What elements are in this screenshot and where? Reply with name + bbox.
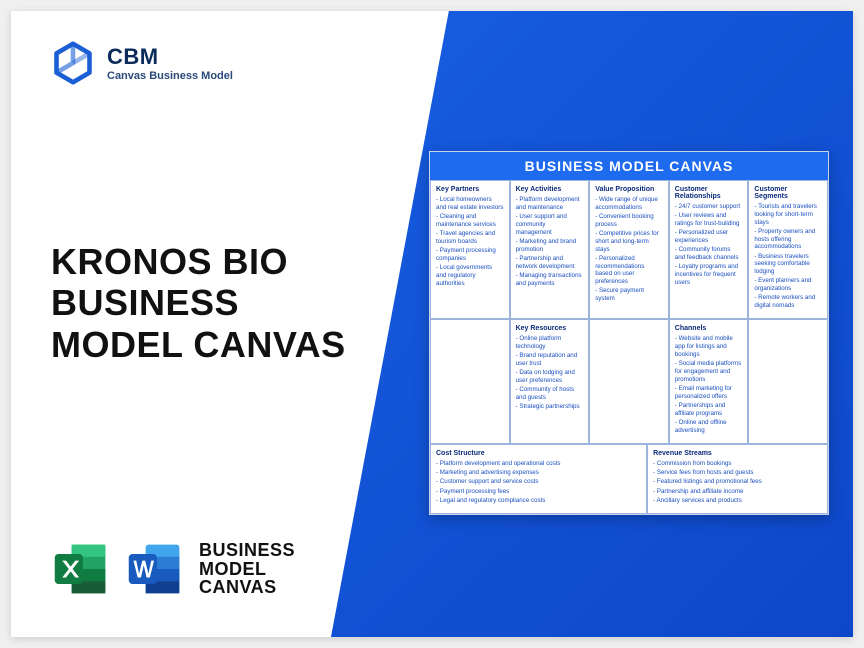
list-item: Partnership and network development	[516, 255, 584, 271]
list-item: Property owners and hosts offering accom…	[754, 228, 822, 251]
list-item: User support and community management	[516, 213, 584, 236]
list-item: Payment processing fees	[436, 488, 641, 496]
cell-list: Platform development and maintenanceUser…	[516, 196, 584, 287]
canvas-preview: BUSINESS MODEL CANVAS Key Partners Local …	[429, 151, 829, 515]
empty-cell	[430, 319, 510, 444]
cell-title: Cost Structure	[436, 450, 641, 457]
list-item: Strategic partnerships	[516, 403, 584, 411]
list-item: Partnership and affiliate income	[653, 488, 822, 496]
cell-list: Commission from bookingsService fees fro…	[653, 460, 822, 505]
list-item: 24/7 customer support	[675, 203, 743, 211]
cell-title: Revenue Streams	[653, 450, 822, 457]
list-item: Marketing and brand promotion	[516, 238, 584, 254]
list-item: Convenient booking process	[595, 213, 663, 229]
list-item: Partnerships and affiliate programs	[675, 402, 743, 418]
cell-list: Local homeowners and real estate investo…	[436, 196, 504, 287]
list-item: Loyalty programs and incentives for freq…	[675, 263, 743, 286]
cell-title: Customer Segments	[754, 186, 822, 200]
list-item: Email marketing for personalized offers	[675, 385, 743, 401]
list-item: Secure payment system	[595, 287, 663, 303]
excel-icon	[51, 539, 111, 599]
card: CBM Canvas Business Model KRONOS BIO BUS…	[11, 11, 853, 637]
list-item: Community forums and feedback channels	[675, 246, 743, 262]
cell-cost-structure: Cost Structure Platform development and …	[430, 444, 647, 514]
list-item: Commission from bookings	[653, 460, 822, 468]
cell-title: Key Resources	[516, 325, 584, 332]
cell-key-resources: Key Resources Online platform technology…	[510, 319, 590, 444]
list-item: Website and mobile app for listings and …	[675, 335, 743, 358]
cell-title: Key Partners	[436, 186, 504, 193]
list-item: Brand reputation and user trust	[516, 352, 584, 368]
cell-list: Platform development and operational cos…	[436, 460, 641, 505]
cell-customer-relationships: Customer Relationships 24/7 customer supp…	[669, 180, 749, 319]
list-item: Wide range of unique accommodations	[595, 196, 663, 212]
list-item: Managing transactions and payments	[516, 272, 584, 288]
bottom-label: BUSINESS MODEL CANVAS	[199, 541, 295, 598]
cell-key-partners: Key Partners Local homeowners and real es…	[430, 180, 510, 319]
list-item: Payment processing companies	[436, 247, 504, 263]
list-item: Ancillary services and products	[653, 497, 822, 505]
list-item: Social media platforms for engagement an…	[675, 360, 743, 383]
list-item: Online platform technology	[516, 335, 584, 351]
list-item: Community of hosts and guests	[516, 386, 584, 402]
cell-title: Key Activities	[516, 186, 584, 193]
canvas-mid-row: Key Resources Online platform technology…	[430, 319, 828, 444]
list-item: Customer support and service costs	[436, 478, 641, 486]
cell-title: Channels	[675, 325, 743, 332]
list-item: Local governments and regulatory authori…	[436, 264, 504, 287]
empty-cell	[748, 319, 828, 444]
brand-abbr: CBM	[107, 44, 233, 70]
cell-customer-segments: Customer Segments Tourists and travelers …	[748, 180, 828, 319]
canvas-banner: BUSINESS MODEL CANVAS	[430, 152, 828, 180]
list-item: Cleaning and maintenance services	[436, 213, 504, 229]
brand-hex-icon	[51, 41, 95, 85]
list-item: Travel agencies and tourism boards	[436, 230, 504, 246]
list-item: Data on lodging and user preferences	[516, 369, 584, 385]
empty-cell	[589, 319, 669, 444]
list-item: Personalized user experiences	[675, 229, 743, 245]
brand-subtitle: Canvas Business Model	[107, 70, 233, 82]
cell-list: 24/7 customer supportUser reviews and ra…	[675, 203, 743, 287]
bottom-row: BUSINESS MODEL CANVAS	[51, 539, 295, 599]
cell-key-activities: Key Activities Platform development and m…	[510, 180, 590, 319]
cell-list: Tourists and travelers looking for short…	[754, 203, 822, 310]
list-item: Competitive prices for short and long-te…	[595, 230, 663, 253]
list-item: Local homeowners and real estate investo…	[436, 196, 504, 212]
list-item: Legal and regulatory compliance costs	[436, 497, 641, 505]
list-item: Business travelers seeking comfortable l…	[754, 253, 822, 276]
canvas-top-row: Key Partners Local homeowners and real es…	[430, 180, 828, 319]
list-item: Platform development and operational cos…	[436, 460, 641, 468]
list-item: Event planners and organizations	[754, 277, 822, 293]
cell-title: Value Proposition	[595, 186, 663, 193]
list-item: Marketing and advertising expenses	[436, 469, 641, 477]
page-title: KRONOS BIO BUSINESS MODEL CANVAS	[51, 241, 381, 365]
cell-channels: Channels Website and mobile app for list…	[669, 319, 749, 444]
list-item: Service fees from hosts and guests	[653, 469, 822, 477]
list-item: User reviews and ratings for trust-build…	[675, 212, 743, 228]
list-item: Online and offline advertising	[675, 419, 743, 435]
cell-list: Online platform technologyBrand reputati…	[516, 335, 584, 411]
cell-value-proposition: Value Proposition Wide range of unique ac…	[589, 180, 669, 319]
list-item: Platform development and maintenance	[516, 196, 584, 212]
cell-title: Customer Relationships	[675, 186, 743, 200]
list-item: Remote workers and digital nomads	[754, 294, 822, 310]
canvas-bottom-row: Cost Structure Platform development and …	[430, 444, 828, 514]
cell-list: Website and mobile app for listings and …	[675, 335, 743, 434]
list-item: Personalized recommendations based on us…	[595, 255, 663, 286]
word-icon	[125, 539, 185, 599]
brand-logo: CBM Canvas Business Model	[51, 41, 233, 85]
list-item: Tourists and travelers looking for short…	[754, 203, 822, 226]
list-item: Featured listings and promotional fees	[653, 478, 822, 486]
cell-revenue-streams: Revenue Streams Commission from bookings…	[647, 444, 828, 514]
cell-list: Wide range of unique accommodationsConve…	[595, 196, 663, 303]
